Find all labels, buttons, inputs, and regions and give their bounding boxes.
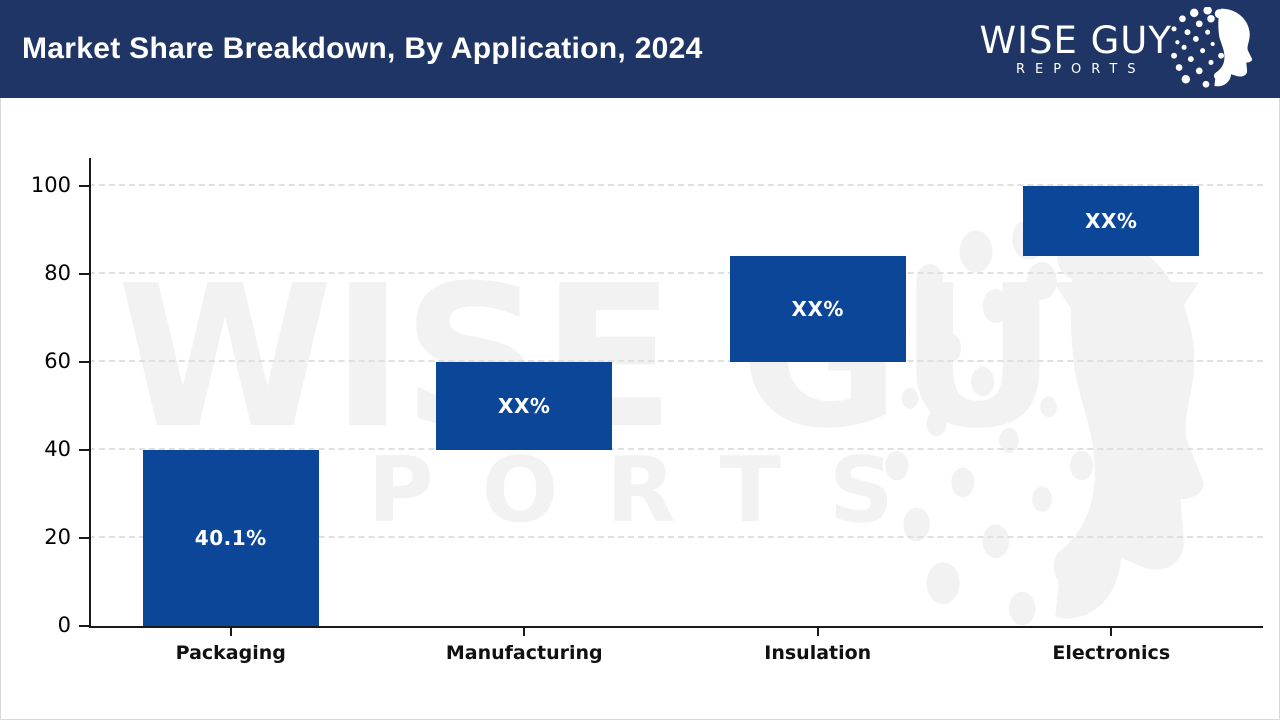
bar-electronics: XX%	[1023, 186, 1200, 257]
x-category-label: Insulation	[764, 642, 872, 664]
y-tick-100	[79, 185, 89, 187]
brand-name: WISE GUY	[979, 18, 1172, 62]
y-axis-line	[89, 158, 91, 626]
watermark-brand-name: WISE GUY	[117, 244, 1197, 472]
watermark-face-dots	[885, 222, 1204, 626]
y-tick-label-60: 60	[44, 348, 71, 373]
gridline-40	[89, 448, 1263, 450]
x-tick-1	[523, 628, 526, 636]
y-tick-label-20: 20	[44, 524, 71, 549]
gridline-20	[89, 536, 1263, 538]
bar-insulation: XX%	[729, 256, 906, 362]
x-category-label: Electronics	[1052, 642, 1171, 664]
x-tick-2	[816, 628, 819, 636]
brand-face-dots-icon	[1171, 7, 1253, 88]
x-axis-line	[89, 626, 1263, 628]
y-tick-80	[79, 273, 89, 275]
y-tick-label-40: 40	[44, 436, 71, 461]
gridline-80	[89, 272, 1263, 274]
plot-area: WISE GUY REPORTS 0 20 40 60 80 100 40.1% Packag…	[31, 158, 1263, 664]
chart-card: WISE GUY REPORTS 0 20 40 60 80 100 40.1% Packag…	[0, 98, 1280, 720]
brand-subtitle: REPORTS	[1015, 61, 1146, 77]
gridline-60	[89, 360, 1263, 362]
brand-logo-text: WISE GUY REPORTS	[980, 22, 1172, 77]
bar-value-label: XX%	[791, 297, 844, 322]
x-category-label: Manufacturing	[445, 642, 603, 664]
y-tick-label-0: 0	[57, 612, 71, 637]
y-tick-20	[79, 537, 89, 539]
bar-value-label: 40.1%	[194, 525, 267, 550]
gridline-100	[89, 184, 1263, 186]
brand-logo: WISE GUY REPORTS	[980, 7, 1254, 91]
y-tick-label-80: 80	[44, 260, 71, 285]
y-tick-0	[79, 625, 89, 627]
header-bar: Market Share Breakdown, By Application, …	[0, 0, 1280, 98]
bar-value-label: XX%	[498, 393, 551, 418]
page-title: Market Share Breakdown, By Application, …	[22, 32, 703, 65]
bar-manufacturing: XX%	[436, 362, 613, 450]
y-tick-40	[79, 449, 89, 451]
y-tick-60	[79, 361, 89, 363]
x-tick-3	[1110, 628, 1113, 636]
bar-packaging: 40.1%	[142, 449, 319, 626]
bar-value-label: XX%	[1085, 209, 1138, 234]
x-category-label: Packaging	[175, 642, 286, 664]
x-tick-0	[229, 628, 232, 636]
y-tick-label-100: 100	[30, 172, 71, 197]
